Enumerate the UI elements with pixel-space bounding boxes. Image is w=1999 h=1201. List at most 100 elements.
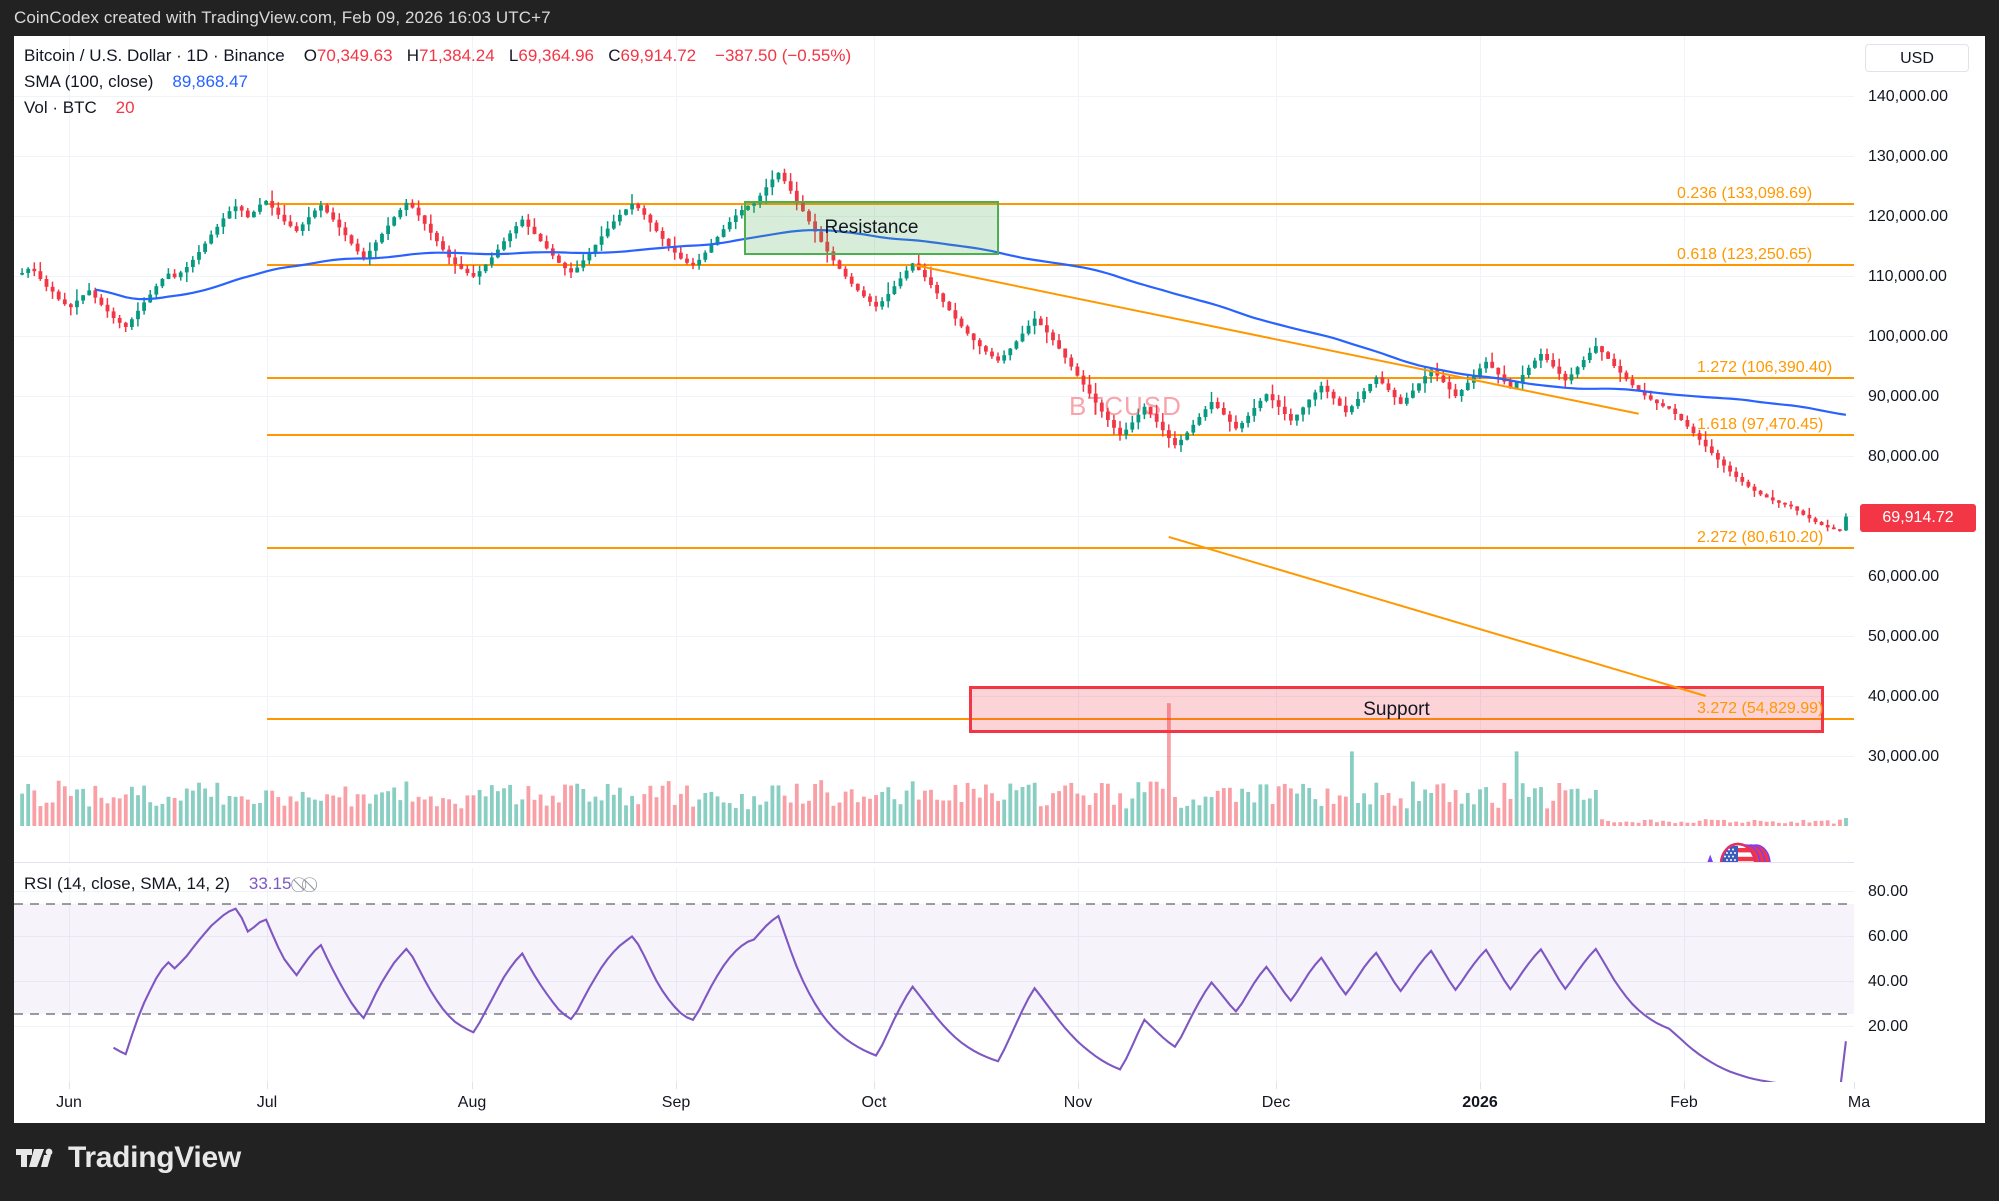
price-tick-140000: 140,000.00 — [1868, 88, 1949, 105]
fib-label-2272: 2.272 (80,610.20) — [1697, 529, 1824, 546]
gridline-jul — [267, 36, 268, 862]
rsi-gridline-40 — [14, 981, 1854, 982]
time-tickmark-dec — [1276, 1082, 1277, 1089]
rsi-gridline-dec — [1276, 868, 1277, 1082]
price-tick-130000: 130,000.00 — [1868, 148, 1949, 165]
fib-line-1618[interactable] — [267, 434, 1854, 436]
time-tickmark-jul — [267, 1082, 268, 1089]
rsi-gridline-20 — [14, 1026, 1854, 1027]
gridline-70000 — [14, 516, 1854, 517]
usd-coin-stack-sticker[interactable] — [1694, 834, 1784, 862]
fib-label-0618: 0.618 (123,250.65) — [1677, 246, 1813, 263]
time-axis[interactable]: Jun Jul Aug Sep Oct Nov Dec 2026 Feb Ma — [14, 1082, 1985, 1123]
rsi-gridline-60 — [14, 936, 1854, 937]
time-tickmark-jun — [69, 1082, 70, 1089]
time-label-sep: Sep — [661, 1094, 691, 1111]
gridline-40000 — [14, 696, 1854, 697]
resistance-zone[interactable]: Resistance — [744, 201, 999, 255]
candlestick-series — [20, 168, 1848, 826]
price-tick-100000: 100,000.00 — [1868, 328, 1949, 345]
footer-bar: TradingView — [0, 1123, 1999, 1201]
price-tick-40000: 40,000.00 — [1868, 688, 1940, 705]
fib-label-1618: 1.618 (97,470.45) — [1697, 416, 1824, 433]
time-tickmark-2026 — [1480, 1082, 1481, 1089]
currency-badge[interactable]: USD — [1865, 44, 1969, 72]
tradingview-wordmark: TradingView — [68, 1141, 241, 1174]
time-label-jun: Jun — [56, 1094, 82, 1111]
rsi-gridline-oct — [874, 868, 875, 1082]
fib-line-1272[interactable] — [267, 377, 1854, 379]
support-zone-label: Support — [1363, 698, 1430, 720]
gridline-jun — [69, 36, 70, 862]
rsi-value: 33.15 — [248, 874, 292, 893]
time-label-nov: Nov — [1063, 1094, 1093, 1111]
gridline-90000 — [14, 396, 1854, 397]
price-tick-50000: 50,000.00 — [1868, 628, 1940, 645]
fib-label-3272: 3.272 (54,829.99) — [1697, 700, 1824, 717]
fib-label-0236: 0.236 (133,098.69) — [1677, 185, 1813, 202]
time-tickmark-nov — [1078, 1082, 1079, 1089]
time-label-2026: 2026 — [1462, 1094, 1498, 1111]
chart-watermark: BTCUSD — [1069, 391, 1182, 421]
gridline-60000 — [14, 576, 1854, 577]
rsi-tick-80: 80.00 — [1868, 883, 1909, 900]
resistance-zone-label: Resistance — [824, 217, 919, 238]
rsi-legend[interactable]: RSI (14, close, SMA, 14, 2) 33.15 ⃠ ⃠ — [24, 874, 313, 894]
price-axis[interactable]: USD 140,000.00 130,000.00 120,000.00 110… — [1854, 36, 1985, 1082]
gridline-140000 — [14, 96, 1854, 97]
gridline-100000 — [14, 336, 1854, 337]
current-price-badge[interactable]: 69,914.72 — [1860, 504, 1976, 532]
price-tick-90000: 90,000.00 — [1868, 388, 1940, 405]
rsi-tick-60: 60.00 — [1868, 928, 1909, 945]
price-tick-110000: 110,000.00 — [1868, 268, 1947, 285]
fib-line-0618[interactable] — [267, 264, 1854, 266]
usd-coin-stack-icon — [1707, 842, 1771, 862]
rsi-pane[interactable]: RSI (14, close, SMA, 14, 2) 33.15 ⃠ ⃠ — [14, 868, 1854, 1082]
gridline-nov — [1078, 36, 1079, 862]
rsi-gridline-80 — [14, 891, 1854, 892]
time-tickmark-aug — [472, 1082, 473, 1089]
gridline-2026 — [1480, 36, 1481, 862]
gridline-aug — [472, 36, 473, 862]
time-tickmark-oct — [874, 1082, 875, 1089]
fib-line-2272[interactable] — [267, 547, 1854, 549]
fib-line-3272[interactable] — [267, 718, 1854, 720]
gridline-dec — [1276, 36, 1277, 862]
time-label-jul: Jul — [256, 1094, 278, 1111]
rsi-tick-20: 20.00 — [1868, 1018, 1909, 1035]
gridline-sep — [676, 36, 677, 862]
rsi-gridline-jul — [267, 868, 268, 1082]
rsi-gridline-aug — [472, 868, 473, 1082]
time-label-oct: Oct — [861, 1094, 887, 1111]
rsi-gridline-jun — [69, 868, 70, 1082]
gridline-30000 — [14, 756, 1854, 757]
gridline-120000 — [14, 216, 1854, 217]
support-zone[interactable]: Support — [969, 686, 1824, 733]
gridline-oct — [874, 36, 875, 862]
price-pane[interactable]: BTCUSD Resistance Support 0.236 (133,098… — [14, 36, 1854, 862]
time-tickmark-sep — [676, 1082, 677, 1089]
time-tickmark-mar — [1854, 1082, 1855, 1089]
gridline-feb — [1684, 36, 1685, 862]
time-tickmark-feb — [1684, 1082, 1685, 1089]
tradingview-logo-icon — [16, 1148, 53, 1167]
tradingview-brand[interactable]: TradingView — [16, 1141, 241, 1175]
fib-line-0236[interactable] — [267, 203, 1854, 205]
gridline-130000 — [14, 156, 1854, 157]
price-tick-120000: 120,000.00 — [1868, 208, 1949, 225]
price-tick-30000: 30,000.00 — [1868, 748, 1940, 765]
gridline-110000 — [14, 276, 1854, 277]
chart-surface[interactable]: BTCUSD Resistance Support 0.236 (133,098… — [14, 36, 1985, 1123]
time-label-feb: Feb — [1670, 1094, 1698, 1111]
attribution-text: CoinCodex created with TradingView.com, … — [14, 8, 551, 27]
time-label-dec: Dec — [1261, 1094, 1291, 1111]
fib-label-1272: 1.272 (106,390.40) — [1697, 359, 1833, 376]
gridline-80000 — [14, 456, 1854, 457]
rsi-series — [14, 903, 1854, 1082]
rsi-gridline-sep — [676, 868, 677, 1082]
rsi-label: RSI (14, close, SMA, 14, 2) — [24, 874, 230, 893]
rsi-tick-40: 40.00 — [1868, 973, 1909, 990]
pane-divider[interactable] — [14, 862, 1985, 863]
rsi-gridline-feb — [1684, 868, 1685, 1082]
